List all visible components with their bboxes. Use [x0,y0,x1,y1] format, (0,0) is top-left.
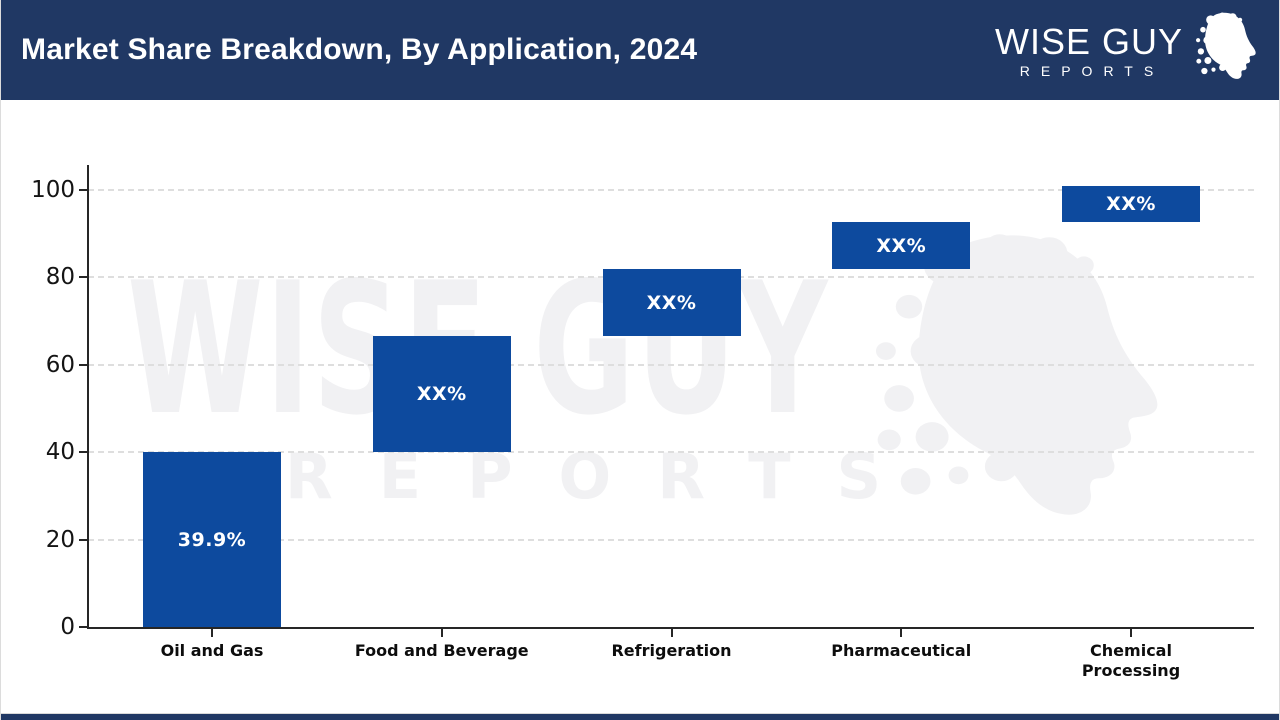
footer-divider [1,713,1279,714]
category-label-line: Oil and Gas [160,641,264,660]
bar: XX% [1062,186,1200,222]
y-tick-label: 0 [60,614,75,640]
category-label-line: Processing [1081,661,1181,680]
y-tick-label: 100 [31,176,75,203]
category-label: Food and Beverage [332,641,552,661]
bar: 39.9% [143,452,281,627]
bar: XX% [832,221,971,270]
header: Market Share Breakdown, By Application, … [1,0,1279,100]
category-label: Refrigeration [562,641,782,661]
y-tick-label: 40 [45,439,75,465]
y-tick-label: 80 [45,264,75,290]
y-tick-mark [79,538,87,541]
category-label-line: Pharmaceutical [831,641,972,660]
brand-logo: WISE GUY REPORTS [995,8,1263,92]
gridline [88,451,1254,453]
bar: XX% [372,336,511,453]
y-tick-mark [79,626,87,628]
bar-value-label: 39.9% [177,528,247,551]
watermark-subtitle: REPORTS [285,440,928,513]
x-tick-mark [670,629,673,637]
bar: XX% [602,269,741,337]
bar-value-label: XX% [1106,192,1156,215]
brand-name: WISE GUY [994,20,1183,62]
y-tick-mark [79,276,87,278]
footer-bar [1,714,1279,720]
brand-head-icon [1196,12,1256,79]
x-tick-mark [1130,629,1132,637]
category-label-line: Food and Beverage [354,641,529,660]
category-label-line: Chemical [1090,641,1172,660]
y-tick-mark [79,363,87,366]
brand-subtitle: REPORTS [1019,62,1165,79]
y-axis [87,165,89,629]
category-label: Pharmaceutical [791,641,1011,661]
y-tick-mark [79,188,87,191]
y-tick-mark [79,451,87,453]
gridline [88,363,1254,366]
gridline [88,538,1254,541]
x-tick-mark [900,629,903,637]
page-title: Market Share Breakdown, By Application, … [21,33,698,66]
gridline [88,188,1254,191]
bar-value-label: XX% [416,383,467,406]
bar-value-label: XX% [876,234,927,257]
x-tick-mark [211,629,213,637]
y-tick-label: 60 [45,351,75,378]
category-label: Chemical Processing [1021,641,1241,681]
x-tick-mark [440,629,443,637]
y-tick-label: 20 [45,526,75,553]
bar-value-label: XX% [646,291,697,314]
brand-logo-text: WISE GUY REPORTS [994,20,1183,79]
category-label-line: Refrigeration [611,641,732,660]
category-label: Oil and Gas [102,641,322,661]
x-axis [87,627,1254,629]
